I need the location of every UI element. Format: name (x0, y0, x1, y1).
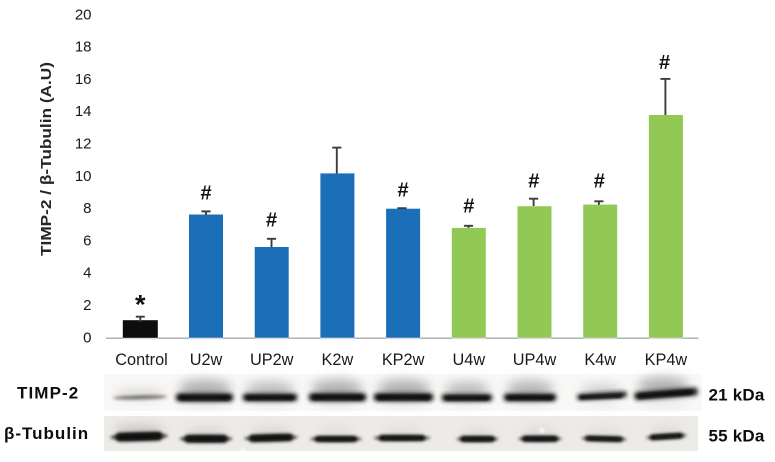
svg-text:TIMP-2: TIMP-2 (17, 383, 79, 402)
svg-text:16: 16 (75, 71, 92, 88)
svg-text:KP4w: KP4w (645, 351, 688, 369)
svg-text:U2w: U2w (190, 351, 223, 369)
svg-text:55 kDa: 55 kDa (709, 427, 765, 446)
svg-text:4: 4 (83, 265, 91, 282)
svg-text:β-Tubulin: β-Tubulin (4, 424, 89, 443)
svg-text:K2w: K2w (322, 351, 354, 369)
svg-text:6: 6 (83, 232, 91, 249)
svg-text:#: # (528, 171, 539, 193)
svg-text:KP2w: KP2w (382, 351, 425, 369)
svg-text:U4w: U4w (453, 351, 486, 369)
svg-text:UP2w: UP2w (250, 351, 294, 369)
svg-text:8: 8 (83, 200, 91, 217)
svg-text:#: # (266, 209, 277, 231)
svg-text:#: # (594, 171, 605, 193)
svg-text:#: # (659, 52, 670, 74)
svg-text:K4w: K4w (584, 351, 616, 369)
svg-text:#: # (398, 180, 409, 202)
svg-text:#: # (463, 196, 474, 218)
svg-text:UP4w: UP4w (513, 351, 557, 369)
svg-text:14: 14 (75, 103, 92, 120)
svg-text:10: 10 (75, 168, 92, 185)
svg-text:0: 0 (83, 329, 91, 346)
svg-text:20: 20 (75, 6, 92, 23)
svg-text:*: * (135, 290, 146, 320)
svg-text:#: # (200, 183, 211, 205)
svg-text:Control: Control (115, 351, 168, 369)
svg-text:12: 12 (75, 136, 92, 153)
svg-text:TIMP-2 / β-Tubulin (A.U): TIMP-2 / β-Tubulin (A.U) (38, 62, 55, 256)
svg-text:2: 2 (83, 297, 91, 314)
svg-text:18: 18 (75, 39, 92, 56)
svg-text:21 kDa: 21 kDa (709, 386, 765, 405)
